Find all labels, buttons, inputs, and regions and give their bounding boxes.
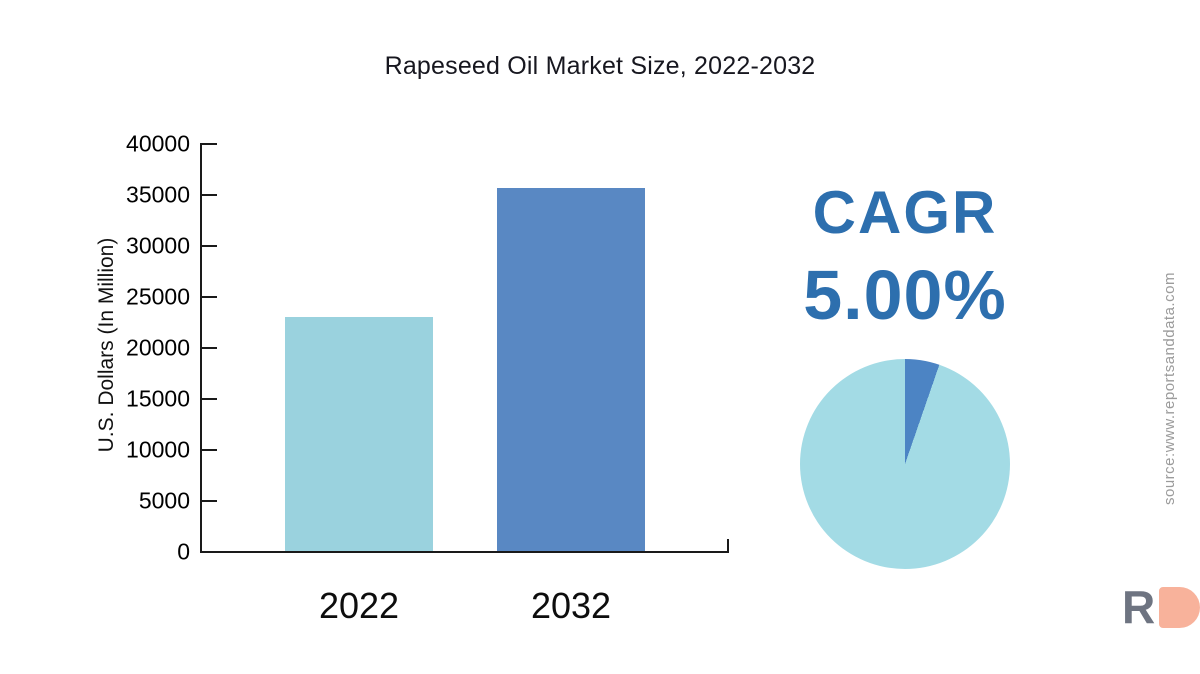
x-axis-tick-label: 2032 [530,585,612,626]
y-axis-tick [202,499,217,502]
reports-and-data-logo: R [1122,584,1200,634]
x-axis-end-tick [727,539,729,552]
cagr-value: 5.00% [803,256,1007,334]
logo-d-icon [1159,587,1200,628]
y-axis-tick [202,397,217,400]
logo-letter-r: R [1122,581,1156,633]
y-axis-tick [202,448,217,451]
y-axis-tick [202,550,217,553]
y-axis-tick-label: 5000 [138,487,190,513]
y-axis-tick-label: 35000 [126,181,190,207]
y-axis-line [200,143,202,553]
y-axis-tick [202,244,217,247]
y-axis-tick [202,142,217,145]
x-axis-line [200,551,729,553]
y-axis-tick-label: 20000 [126,334,190,360]
y-axis-tick [202,193,217,196]
y-axis-tick [202,346,217,349]
y-axis-tick [202,295,217,298]
y-axis-tick-label: 40000 [126,130,190,156]
bar-2032 [497,188,645,552]
y-axis-tick-label: 25000 [126,283,190,309]
y-axis-tick-label: 30000 [126,232,190,258]
chart-title: Rapeseed Oil Market Size, 2022-2032 [384,52,816,80]
pie-chart [800,359,1010,569]
y-axis-tick-label: 0 [177,538,190,564]
y-axis-tick-label: 10000 [126,436,190,462]
x-axis-tick-label: 2022 [318,585,400,626]
bar-2022 [285,316,433,552]
source-text: source:www.reportsanddata.com [1161,272,1178,505]
y-axis-tick-label: 15000 [126,385,190,411]
y-axis-label: U.S. Dollars (In Million) [95,237,118,453]
cagr-label: CAGR [812,179,998,246]
